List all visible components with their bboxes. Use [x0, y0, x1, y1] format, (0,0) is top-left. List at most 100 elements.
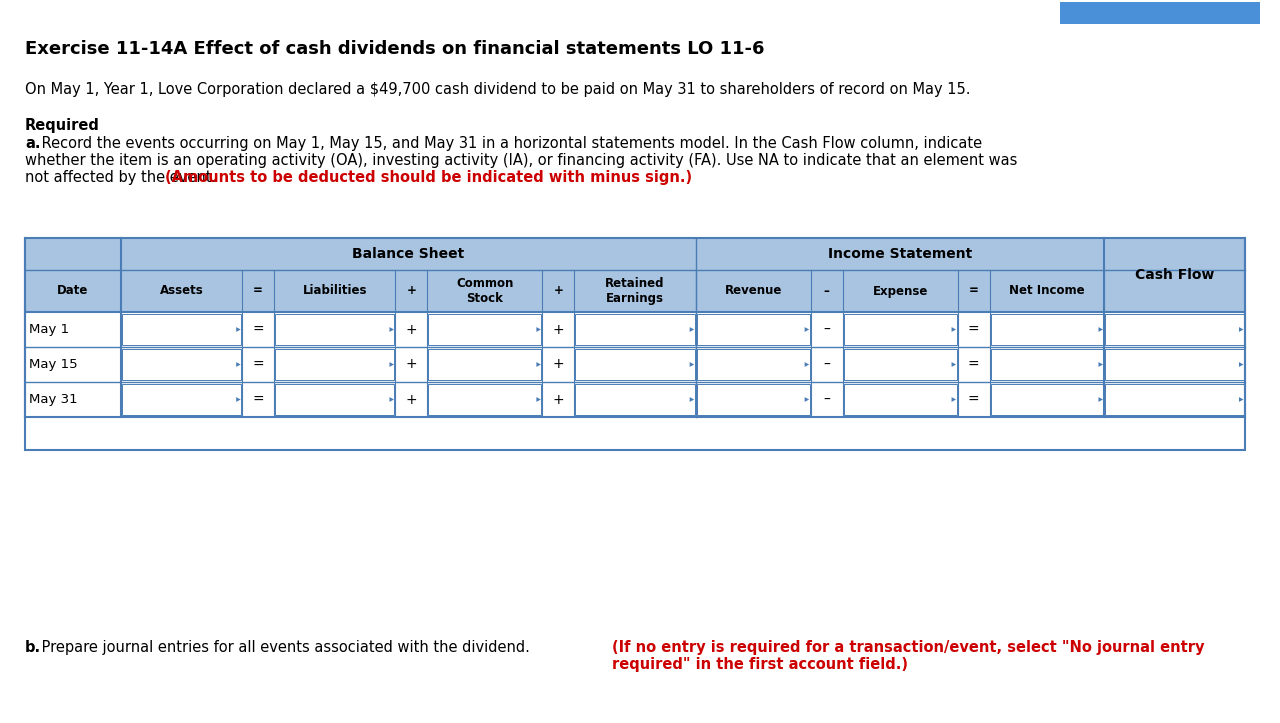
- Text: +: +: [553, 322, 564, 336]
- Bar: [122, 314, 241, 345]
- Polygon shape: [951, 362, 956, 367]
- Text: =: =: [253, 284, 264, 297]
- Text: +: +: [553, 357, 564, 372]
- Bar: [429, 314, 541, 345]
- Bar: [991, 349, 1103, 380]
- Text: +: +: [553, 393, 564, 406]
- Bar: [122, 349, 241, 380]
- Text: Cash Flow: Cash Flow: [1135, 268, 1215, 282]
- Text: whether the item is an operating activity (OA), investing activity (IA), or fina: whether the item is an operating activit…: [26, 153, 1018, 168]
- Text: May 31: May 31: [29, 393, 78, 406]
- Bar: [696, 384, 810, 415]
- Text: Retained
Earnings: Retained Earnings: [605, 277, 664, 305]
- Text: –: –: [823, 393, 829, 406]
- Text: Date: Date: [58, 284, 88, 297]
- Text: (Amounts to be deducted should be indicated with minus sign.): (Amounts to be deducted should be indica…: [165, 170, 692, 185]
- Bar: [1106, 349, 1244, 380]
- Polygon shape: [951, 327, 956, 332]
- Text: Net Income: Net Income: [1009, 284, 1085, 297]
- Polygon shape: [389, 362, 394, 367]
- Bar: [696, 349, 810, 380]
- Text: May 15: May 15: [29, 358, 78, 371]
- Text: =: =: [968, 322, 979, 336]
- Text: +: +: [553, 284, 563, 297]
- Bar: [26, 312, 1245, 347]
- Text: =: =: [968, 357, 979, 372]
- Text: a.: a.: [26, 136, 41, 151]
- Polygon shape: [237, 327, 241, 332]
- Bar: [1106, 314, 1244, 345]
- Bar: [26, 382, 1245, 417]
- Polygon shape: [951, 397, 956, 402]
- Polygon shape: [536, 327, 541, 332]
- Bar: [991, 314, 1103, 345]
- Text: Record the events occurring on May 1, May 15, and May 31 in a horizontal stateme: Record the events occurring on May 1, Ma…: [37, 136, 982, 151]
- Text: Liabilities: Liabilities: [302, 284, 367, 297]
- Polygon shape: [1098, 327, 1103, 332]
- Polygon shape: [690, 362, 694, 367]
- Text: Balance Sheet: Balance Sheet: [352, 247, 465, 261]
- Text: May 1: May 1: [29, 323, 69, 336]
- Text: –: –: [824, 284, 829, 297]
- Polygon shape: [237, 362, 241, 367]
- Bar: [26, 270, 1245, 312]
- Text: not affected by the event.: not affected by the event.: [26, 170, 221, 185]
- FancyBboxPatch shape: [1060, 2, 1260, 24]
- Polygon shape: [389, 397, 394, 402]
- Text: (If no entry is required for a transaction/event, select "No journal entry requi: (If no entry is required for a transacti…: [612, 640, 1204, 672]
- Text: =: =: [252, 357, 264, 372]
- Text: Revenue: Revenue: [724, 284, 782, 297]
- Text: =: =: [968, 393, 979, 406]
- Polygon shape: [690, 327, 694, 332]
- Polygon shape: [690, 397, 694, 402]
- Bar: [844, 314, 956, 345]
- Bar: [575, 314, 695, 345]
- Polygon shape: [1239, 362, 1243, 367]
- Bar: [1106, 384, 1244, 415]
- Text: b.: b.: [26, 640, 41, 655]
- Text: +: +: [407, 284, 416, 297]
- Bar: [844, 349, 956, 380]
- Bar: [575, 349, 695, 380]
- Text: Required: Required: [26, 118, 100, 133]
- Bar: [696, 314, 810, 345]
- Text: =: =: [252, 393, 264, 406]
- Text: Common
Stock: Common Stock: [456, 277, 513, 305]
- Text: –: –: [823, 357, 829, 372]
- Polygon shape: [237, 397, 241, 402]
- Text: +: +: [406, 322, 417, 336]
- Bar: [275, 349, 394, 380]
- Text: Expense: Expense: [873, 284, 928, 297]
- Text: =: =: [252, 322, 264, 336]
- Polygon shape: [1239, 397, 1243, 402]
- Text: Assets: Assets: [160, 284, 204, 297]
- Text: =: =: [969, 284, 978, 297]
- Polygon shape: [805, 327, 809, 332]
- Polygon shape: [805, 397, 809, 402]
- Text: Prepare journal entries for all events associated with the dividend.: Prepare journal entries for all events a…: [37, 640, 535, 655]
- Bar: [844, 384, 956, 415]
- Bar: [991, 384, 1103, 415]
- Bar: [429, 384, 541, 415]
- Bar: [575, 384, 695, 415]
- Polygon shape: [536, 362, 541, 367]
- Text: +: +: [406, 393, 417, 406]
- Polygon shape: [536, 397, 541, 402]
- Text: +: +: [406, 357, 417, 372]
- Bar: [26, 238, 1245, 450]
- Polygon shape: [389, 327, 394, 332]
- Polygon shape: [1239, 327, 1243, 332]
- Bar: [26, 238, 1245, 270]
- Polygon shape: [1098, 397, 1103, 402]
- Text: –: –: [823, 322, 829, 336]
- Bar: [275, 314, 394, 345]
- Text: Income Statement: Income Statement: [828, 247, 973, 261]
- Polygon shape: [805, 362, 809, 367]
- Bar: [275, 384, 394, 415]
- Text: On May 1, Year 1, Love Corporation declared a $49,700 cash dividend to be paid o: On May 1, Year 1, Love Corporation decla…: [26, 82, 970, 97]
- Bar: [122, 384, 241, 415]
- Bar: [429, 349, 541, 380]
- Polygon shape: [1098, 362, 1103, 367]
- Bar: [26, 347, 1245, 382]
- Text: Exercise 11-14A Effect of cash dividends on financial statements LO 11-6: Exercise 11-14A Effect of cash dividends…: [26, 40, 764, 58]
